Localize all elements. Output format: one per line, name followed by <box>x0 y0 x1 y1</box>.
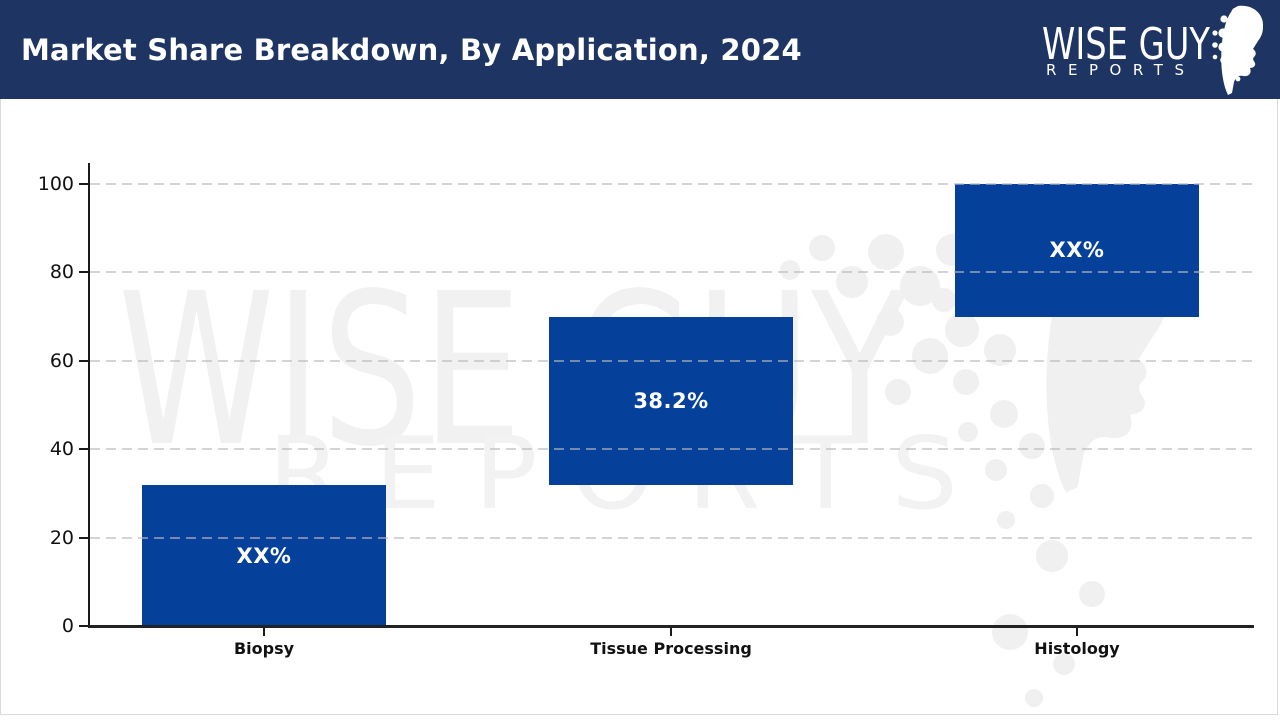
x-tick-histology <box>1076 628 1078 636</box>
logo-head-dots <box>1212 7 1253 82</box>
gridline-y-100 <box>90 182 1253 185</box>
logo-head-icon <box>1212 5 1264 95</box>
x-tick-label-tissue-processing: Tissue Processing <box>590 639 752 658</box>
y-tick-label-0: 0 <box>61 615 74 637</box>
bar-tissue-processing: 38.2% <box>549 316 793 486</box>
bar-biopsy: XX% <box>142 485 386 626</box>
wise-guy-reports-logo: WISE GUY REPORTS <box>1042 5 1264 95</box>
bar-value-label-histology: XX% <box>1049 238 1105 263</box>
gridline-y-40 <box>90 448 1253 451</box>
bar-value-label-tissue-processing: 38.2% <box>633 388 709 413</box>
bar-histology: XX% <box>955 183 1199 317</box>
x-tick-tissue-processing <box>670 628 672 636</box>
x-tick-label-biopsy: Biopsy <box>233 639 295 658</box>
page-title: Market Share Breakdown, By Application, … <box>21 32 802 67</box>
gridline-y-80 <box>90 271 1253 274</box>
header-bar: Market Share Breakdown, By Application, … <box>0 0 1280 99</box>
y-tick-0 <box>79 625 88 627</box>
x-axis-line <box>88 625 1254 628</box>
logo-wordmark: WISE GUY <box>1042 19 1210 70</box>
y-tick-label-100: 100 <box>37 172 74 195</box>
gridline-y-60 <box>90 359 1253 362</box>
y-tick-label-60: 60 <box>49 349 74 372</box>
y-tick-20 <box>79 536 88 539</box>
x-tick-label-histology: Histology <box>1034 639 1120 658</box>
y-tick-60 <box>79 359 88 362</box>
x-tick-biopsy <box>263 628 265 636</box>
y-tick-label-20: 20 <box>49 526 74 549</box>
y-tick-100 <box>79 182 88 185</box>
y-tick-40 <box>79 448 88 451</box>
y-tick-label-40: 40 <box>49 438 74 461</box>
bar-value-label-biopsy: XX% <box>236 543 292 568</box>
y-tick-label-80: 80 <box>49 261 74 284</box>
y-axis-line <box>88 163 90 628</box>
y-tick-80 <box>79 271 88 274</box>
gridline-y-20 <box>90 536 1253 539</box>
